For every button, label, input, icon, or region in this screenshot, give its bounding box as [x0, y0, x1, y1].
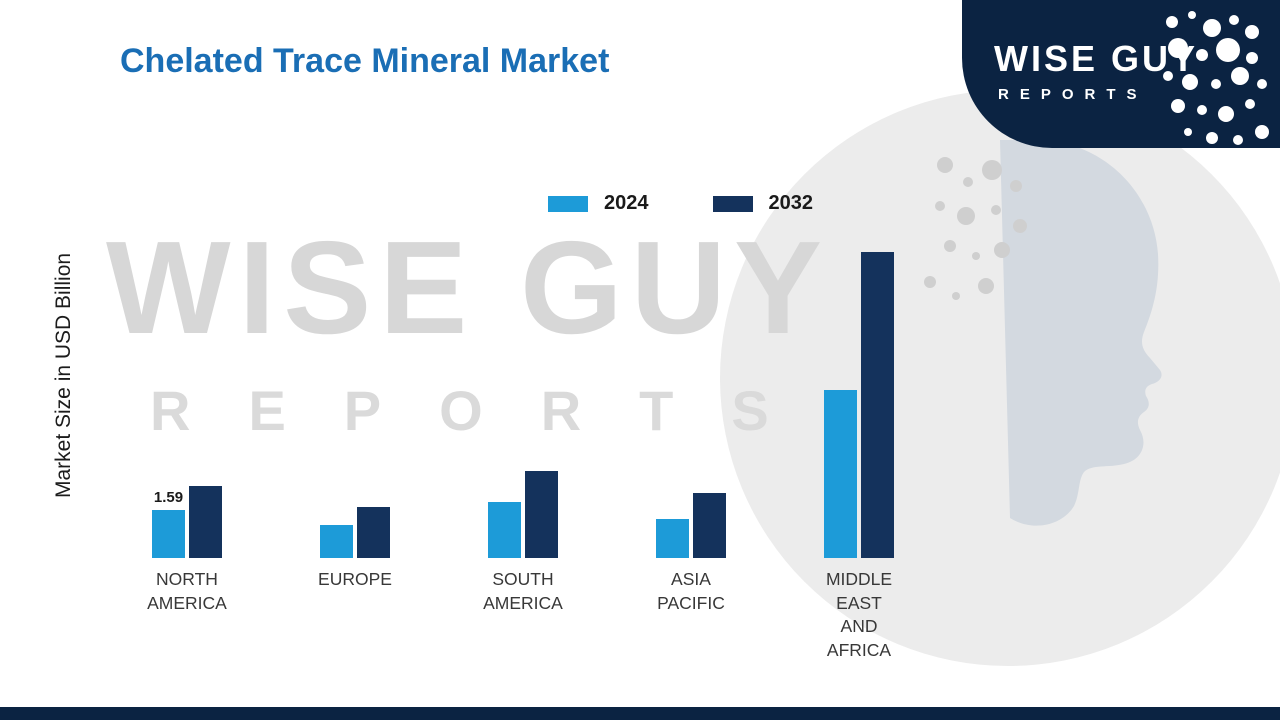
legend-label: 2032 — [768, 192, 814, 214]
legend-label: 2024 — [604, 192, 649, 214]
bar-value-label: 1.59 — [153, 489, 184, 506]
bar-2032 — [357, 507, 390, 558]
bar-pair — [656, 493, 726, 558]
bar-pair: 1.59 — [152, 486, 222, 558]
chart-group: SOUTH AMERICA — [448, 471, 598, 613]
category-label: ASIA PACIFIC — [657, 569, 725, 613]
bar-2032 — [525, 471, 558, 558]
legend-swatch — [548, 195, 588, 212]
y-axis-label: Market Size in USD Billion — [52, 252, 75, 498]
category-label: EUROPE — [318, 569, 392, 589]
bar-2024 — [656, 519, 689, 558]
footer-bar — [0, 707, 1280, 720]
bar-2024 — [824, 390, 857, 558]
legend-item-2032: 2032 — [712, 192, 814, 215]
legend-item-2024: 2024 — [548, 192, 649, 215]
bar-2032 — [189, 486, 222, 558]
page-title: Chelated Trace Mineral Market — [120, 42, 610, 80]
chart-group: 1.59 NORTH AMERICA — [112, 486, 262, 613]
chart-legend: 2024 2032 — [548, 192, 813, 215]
bar-2032 — [861, 252, 894, 558]
chart-group: EUROPE — [280, 507, 430, 589]
category-label: SOUTH AMERICA — [483, 569, 563, 613]
category-label: NORTH AMERICA — [147, 569, 227, 613]
watermark-line1: WISE GUY — [106, 214, 831, 361]
bar-2024 — [320, 525, 353, 558]
bar-pair — [488, 471, 558, 558]
logo-wordmark: WISE GUY — [994, 38, 1199, 79]
watermark-line2: REPORTS — [150, 379, 827, 442]
bar-2032 — [693, 493, 726, 558]
bar-2024 — [488, 502, 521, 558]
legend-swatch — [712, 195, 753, 212]
bar-2024 — [152, 510, 185, 558]
bar-pair — [824, 252, 894, 558]
bar-pair — [320, 507, 390, 558]
gray-dots — [924, 157, 1027, 300]
logo-subtitle: REPORTS — [998, 86, 1148, 103]
category-label: MIDDLE EAST AND AFRICA — [825, 569, 893, 660]
logo-corner: WISE GUY REPORTS — [962, 0, 1280, 148]
chart-group: MIDDLE EAST AND AFRICA — [784, 252, 934, 660]
face-silhouette — [1000, 140, 1162, 526]
bar-chart: 1.59 NORTH AMERICA EUROPE SOUTH AMERICA ASIA PA… — [112, 250, 934, 660]
chart-group: ASIA PACIFIC — [616, 493, 766, 613]
